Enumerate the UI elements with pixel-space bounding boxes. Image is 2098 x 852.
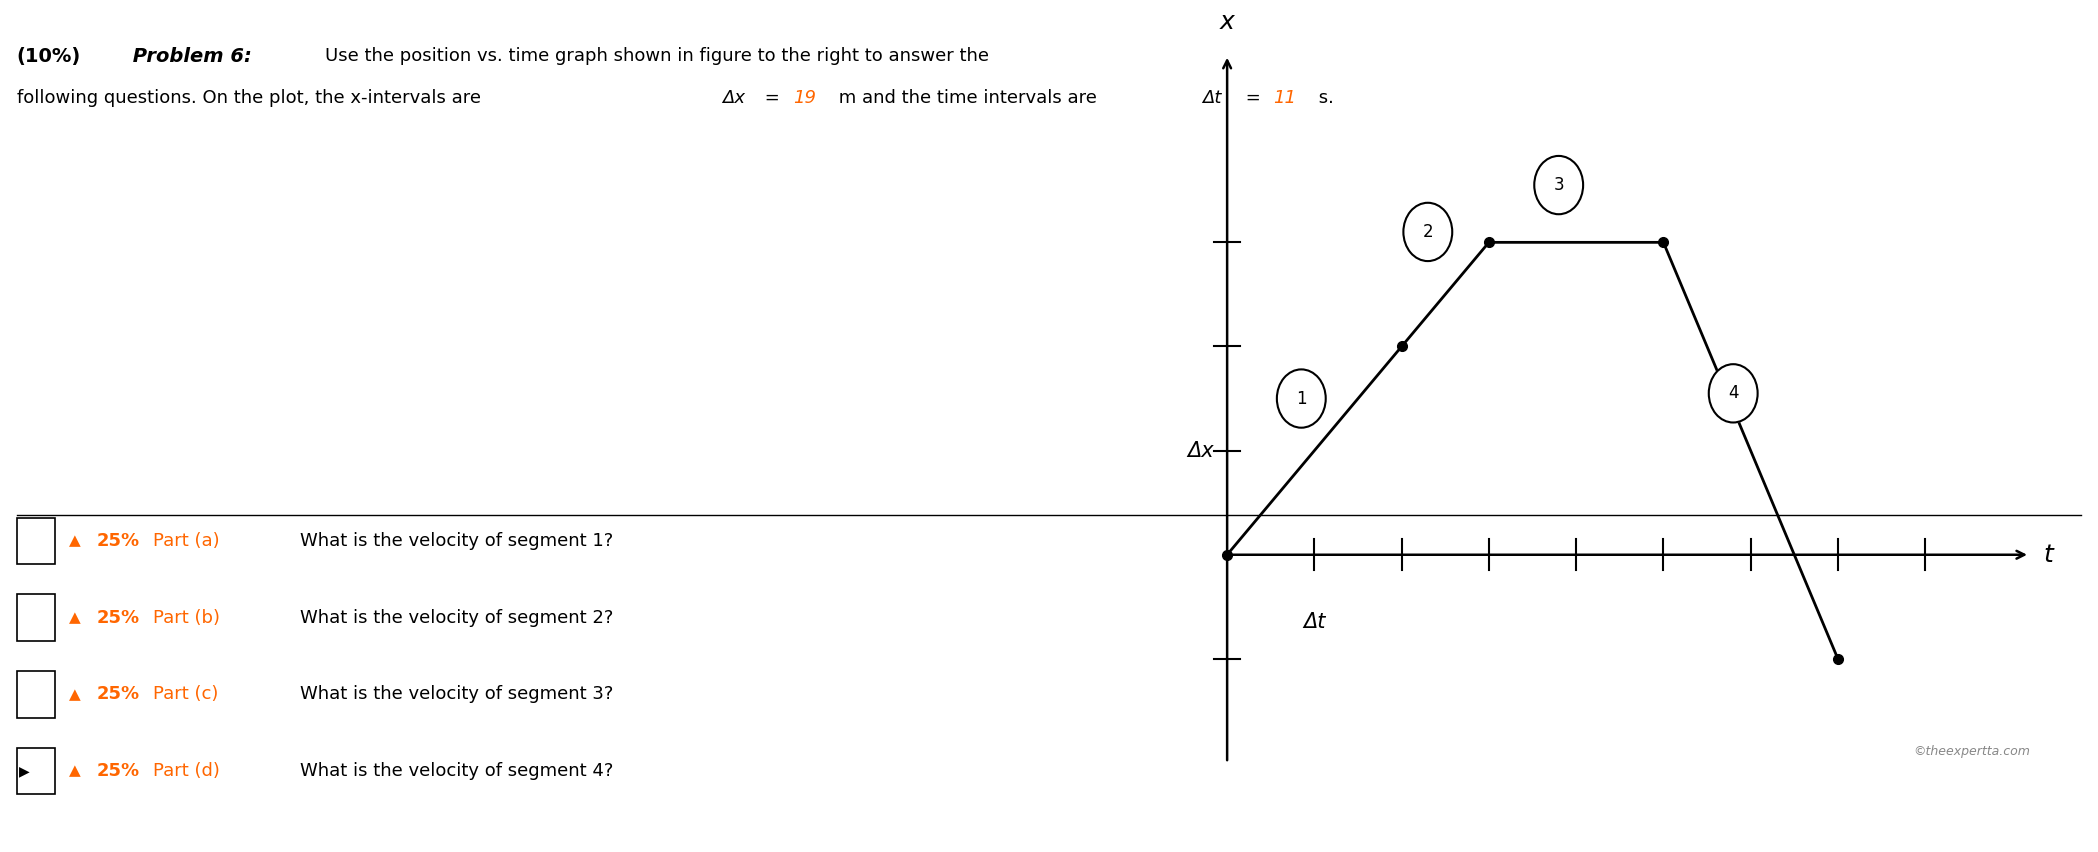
Text: 2: 2 [1422, 223, 1433, 241]
Text: What is the velocity of segment 4?: What is the velocity of segment 4? [300, 762, 613, 780]
Text: following questions. On the plot, the x-intervals are: following questions. On the plot, the x-… [17, 89, 487, 107]
Text: Problem 6:: Problem 6: [126, 47, 258, 66]
Text: x: x [1219, 10, 1234, 34]
Text: Part (c): Part (c) [153, 685, 218, 704]
Text: =: = [759, 89, 787, 107]
Text: Δx: Δx [722, 89, 745, 107]
Text: ▲: ▲ [69, 610, 82, 625]
Text: ▲: ▲ [69, 533, 82, 549]
Text: 25%: 25% [97, 608, 141, 627]
Text: (10%): (10%) [17, 47, 82, 66]
Circle shape [1404, 203, 1452, 261]
Text: ▲: ▲ [69, 763, 82, 779]
Text: m and the time intervals are: m and the time intervals are [833, 89, 1104, 107]
Text: What is the velocity of segment 2?: What is the velocity of segment 2? [300, 608, 613, 627]
Text: 4: 4 [1729, 384, 1739, 402]
Circle shape [1278, 370, 1326, 428]
Text: s.: s. [1313, 89, 1334, 107]
Text: 25%: 25% [97, 762, 141, 780]
Text: 25%: 25% [97, 685, 141, 704]
Text: What is the velocity of segment 3?: What is the velocity of segment 3? [300, 685, 613, 704]
Text: 25%: 25% [97, 532, 141, 550]
Text: Δt: Δt [1202, 89, 1221, 107]
Text: Part (b): Part (b) [153, 608, 220, 627]
Text: Use the position vs. time graph shown in figure to the right to answer the: Use the position vs. time graph shown in… [325, 47, 988, 65]
Text: Δx: Δx [1187, 440, 1215, 461]
Text: 3: 3 [1553, 176, 1563, 194]
Circle shape [1534, 156, 1584, 214]
Text: What is the velocity of segment 1?: What is the velocity of segment 1? [300, 532, 613, 550]
Text: ▲: ▲ [69, 687, 82, 702]
Circle shape [1708, 364, 1758, 423]
Text: 11: 11 [1273, 89, 1297, 107]
Text: 1: 1 [1297, 389, 1307, 407]
Text: Part (d): Part (d) [153, 762, 220, 780]
Text: ▶: ▶ [19, 764, 29, 778]
Text: Δt: Δt [1303, 612, 1326, 632]
Text: 19: 19 [793, 89, 816, 107]
Text: =: = [1240, 89, 1267, 107]
Text: ©theexpertta.com: ©theexpertta.com [1913, 745, 2031, 757]
Text: Part (a): Part (a) [153, 532, 220, 550]
Text: t: t [2043, 543, 2052, 567]
